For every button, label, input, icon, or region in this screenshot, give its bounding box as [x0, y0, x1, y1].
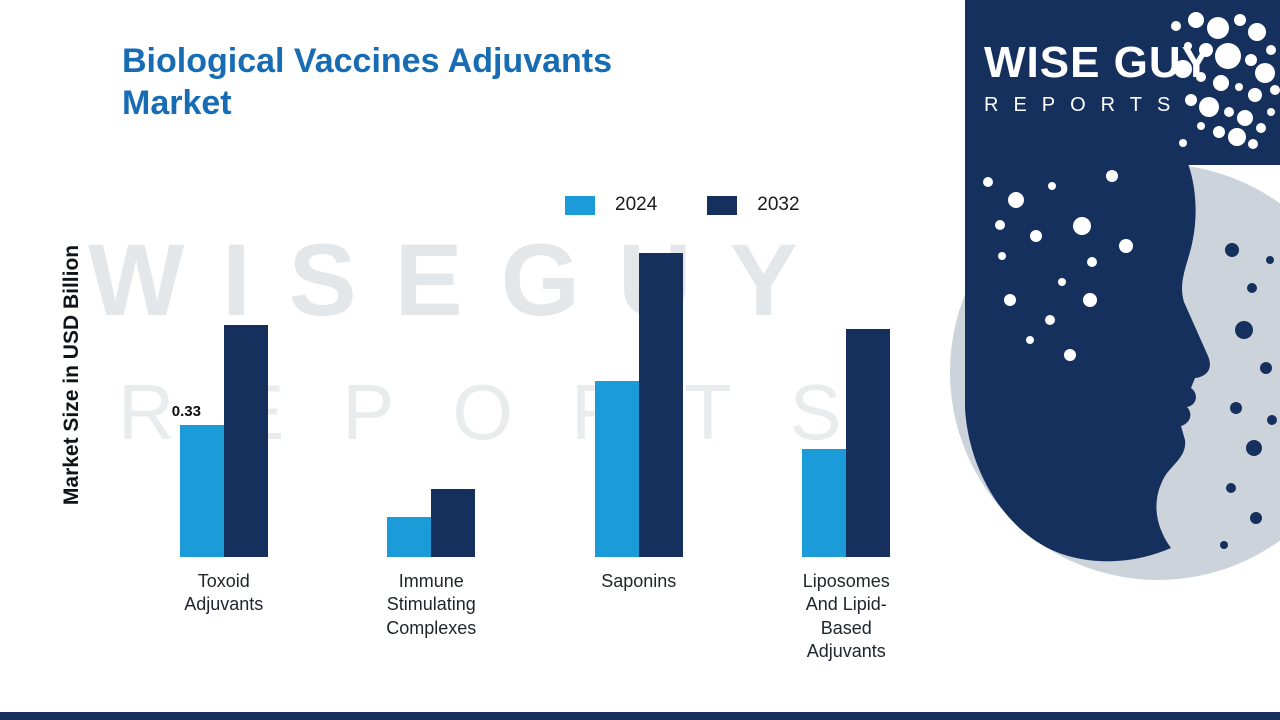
bar-2024 — [387, 517, 432, 557]
legend-swatch-icon — [565, 195, 595, 215]
dot-pattern-navy — [1220, 243, 1277, 549]
bar-slot — [638, 253, 683, 557]
logo: WISE GUY REPORTS — [984, 38, 1212, 117]
bar-2024 — [179, 425, 224, 557]
bar-2032 — [846, 329, 891, 557]
bar-pair — [594, 253, 683, 557]
bar-pair: 0.33 — [172, 325, 268, 557]
bar-slot — [387, 517, 432, 557]
bar-pair — [387, 489, 476, 557]
plot: 0.33 Toxoid Adjuvants Immune Stimulating C… — [120, 217, 951, 661]
bar-slot — [223, 325, 268, 557]
face-silhouette-icon — [965, 79, 1210, 562]
bar-2024 — [802, 449, 847, 557]
legend-item-2024: 2024 — [565, 194, 657, 216]
bar-group: Saponins — [535, 217, 743, 591]
legend-item-2032: 2032 — [707, 194, 800, 216]
bar-2032 — [431, 489, 476, 557]
bar-slot — [802, 449, 847, 557]
bar-slot: 0.33 — [172, 403, 224, 557]
legend-label: 2032 — [757, 194, 800, 215]
bar-slot — [431, 489, 476, 557]
wiseguy-face-graphic — [950, 0, 1280, 580]
page-title: Biological Vaccines Adjuvants Market — [122, 42, 613, 123]
bar-2032 — [638, 253, 683, 557]
category-label: Toxoid Adjuvants — [184, 571, 264, 615]
footer-bar — [0, 712, 1280, 720]
legend-swatch-icon — [707, 195, 738, 215]
bar-pair — [802, 329, 891, 557]
bar-group: 0.33 Toxoid Adjuvants — [120, 217, 328, 614]
bar-2024 — [594, 381, 639, 557]
bar-group: Immune Stimulating Complexes — [328, 217, 536, 638]
logo-wordmark: WISE GUY — [984, 38, 1213, 87]
category-label: Immune Stimulating Complexes — [386, 571, 477, 638]
bar-value-label: 0.33 — [171, 403, 201, 420]
bar-2032 — [223, 325, 268, 557]
dot-pattern — [983, 12, 1280, 361]
legend: 2024 2032 — [565, 194, 800, 216]
bar-slot — [846, 329, 891, 557]
y-axis-label: Market Size in USD Billion — [60, 244, 83, 506]
logo-subtitle: REPORTS — [984, 94, 1186, 116]
bar-slot — [594, 381, 639, 557]
legend-label: 2024 — [615, 194, 658, 215]
category-label: Saponins — [601, 571, 677, 591]
category-label: Liposomes And Lipid-Based Adjuvants — [802, 571, 890, 662]
bar-group: Liposomes And Lipid-Based Adjuvants — [743, 217, 951, 661]
